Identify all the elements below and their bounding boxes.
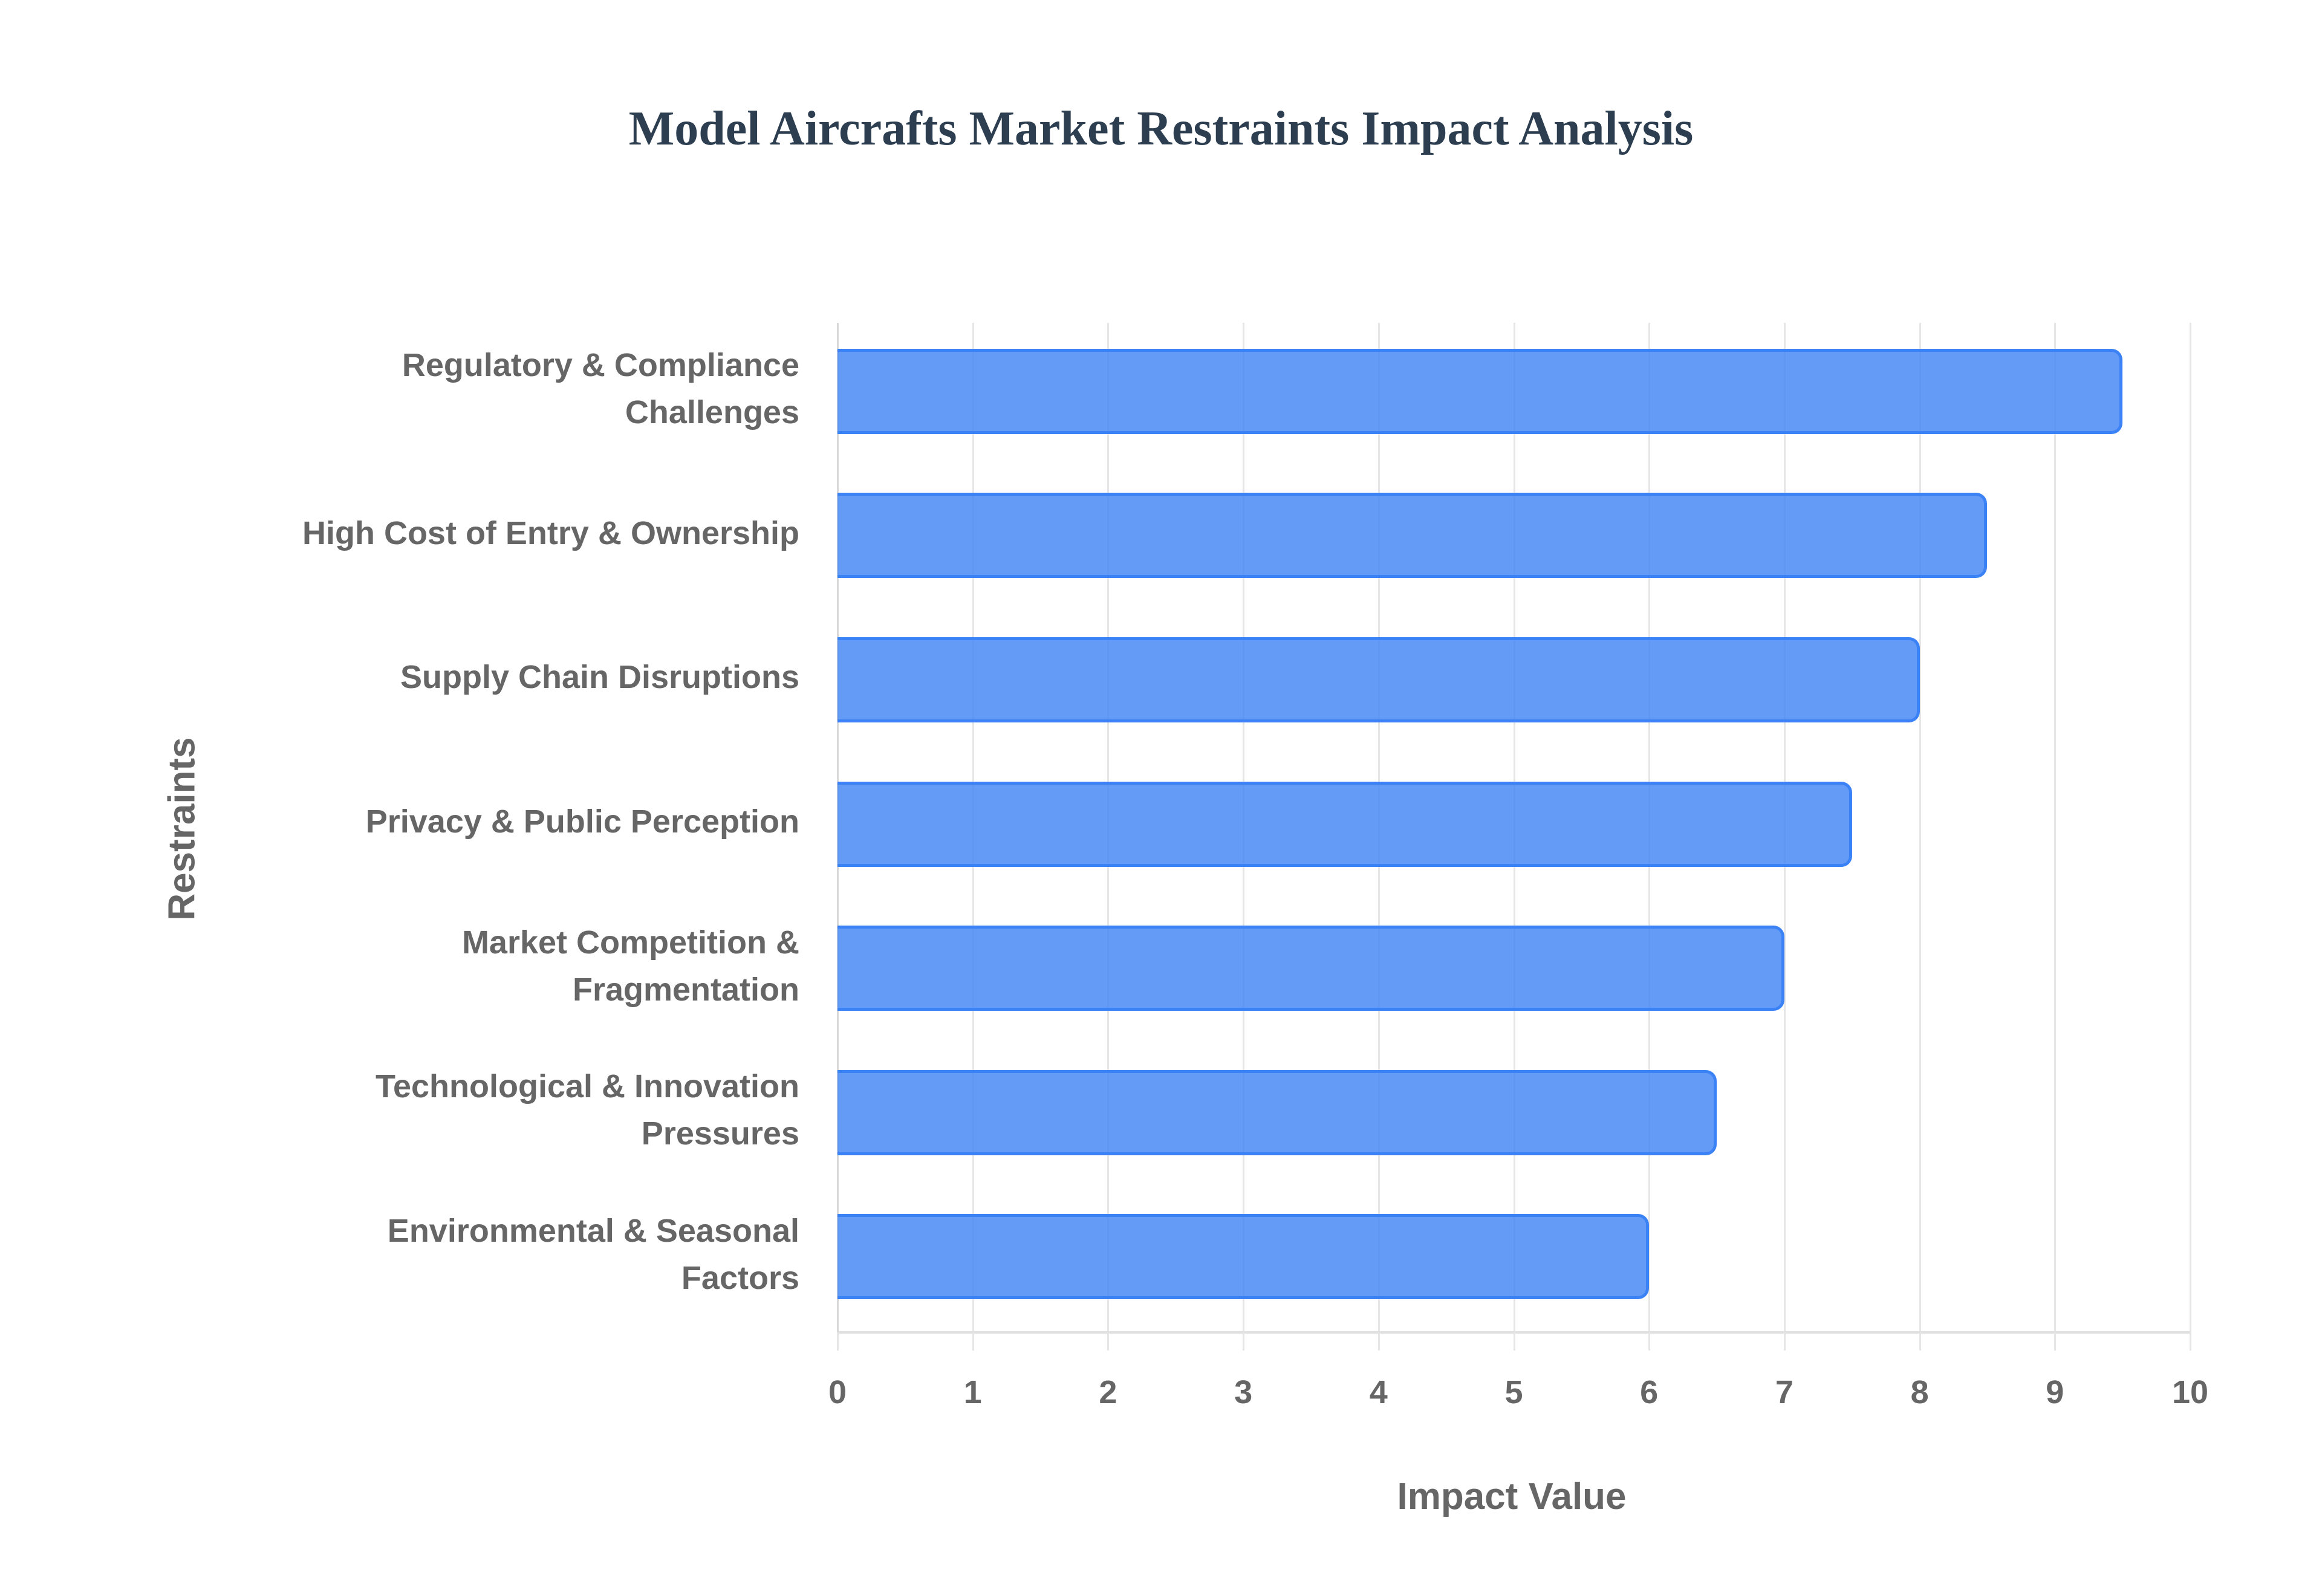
x-tick-mark — [1513, 1332, 1515, 1351]
x-tick-mark — [1919, 1332, 1921, 1351]
plot-area — [837, 323, 2191, 1351]
gridline — [1919, 323, 1921, 1332]
x-axis-title: Impact Value — [1397, 1476, 1627, 1517]
bar[interactable] — [837, 348, 2123, 434]
bar[interactable] — [837, 1069, 1717, 1155]
chart-title: Model Aircrafts Market Restraints Impact… — [628, 102, 1694, 155]
bar[interactable] — [837, 781, 1852, 867]
x-tick-mark — [972, 1332, 974, 1351]
x-tick-mark — [1107, 1332, 1110, 1351]
y-category-label: Regulatory & Compliance Challenges — [402, 347, 799, 431]
bar[interactable] — [837, 926, 1784, 1011]
x-tick-label: 1 — [963, 1374, 982, 1410]
x-tick-label: 6 — [1640, 1374, 1659, 1410]
x-tick-label: 7 — [1775, 1374, 1794, 1410]
y-category-label: High Cost of Entry & Ownership — [302, 514, 799, 551]
x-tick-mark — [1783, 1332, 1786, 1351]
x-tick-label: 8 — [1910, 1374, 1929, 1410]
y-category-label: Privacy & Public Perception — [365, 803, 799, 840]
bar[interactable] — [837, 1214, 1650, 1300]
x-tick-label: 4 — [1369, 1374, 1388, 1410]
y-category-label: Market Competition & Fragmentation — [461, 924, 799, 1008]
x-tick-mark — [1648, 1332, 1651, 1351]
x-tick-label: 2 — [1099, 1374, 1117, 1410]
y-category-label: Supply Chain Disruptions — [400, 659, 799, 696]
bar[interactable] — [837, 493, 1988, 579]
x-tick-label: 9 — [2046, 1374, 2064, 1410]
bar[interactable] — [837, 637, 1920, 722]
gridline — [2054, 323, 2057, 1332]
x-tick-mark — [2054, 1332, 2057, 1351]
y-category-label: Technological & Innovation Pressures — [375, 1068, 799, 1152]
x-tick-label: 0 — [828, 1374, 847, 1410]
x-tick-label: 10 — [2171, 1374, 2209, 1410]
x-tick-mark — [1377, 1332, 1380, 1351]
y-category-label: Environmental & Seasonal Factors — [387, 1212, 799, 1296]
gridline — [2190, 323, 2191, 1332]
x-tick-mark — [837, 1332, 839, 1351]
x-tick-label: 3 — [1234, 1374, 1253, 1410]
x-tick-mark — [2190, 1332, 2191, 1351]
x-tick-mark — [1243, 1332, 1245, 1351]
x-tick-label: 5 — [1504, 1374, 1523, 1410]
